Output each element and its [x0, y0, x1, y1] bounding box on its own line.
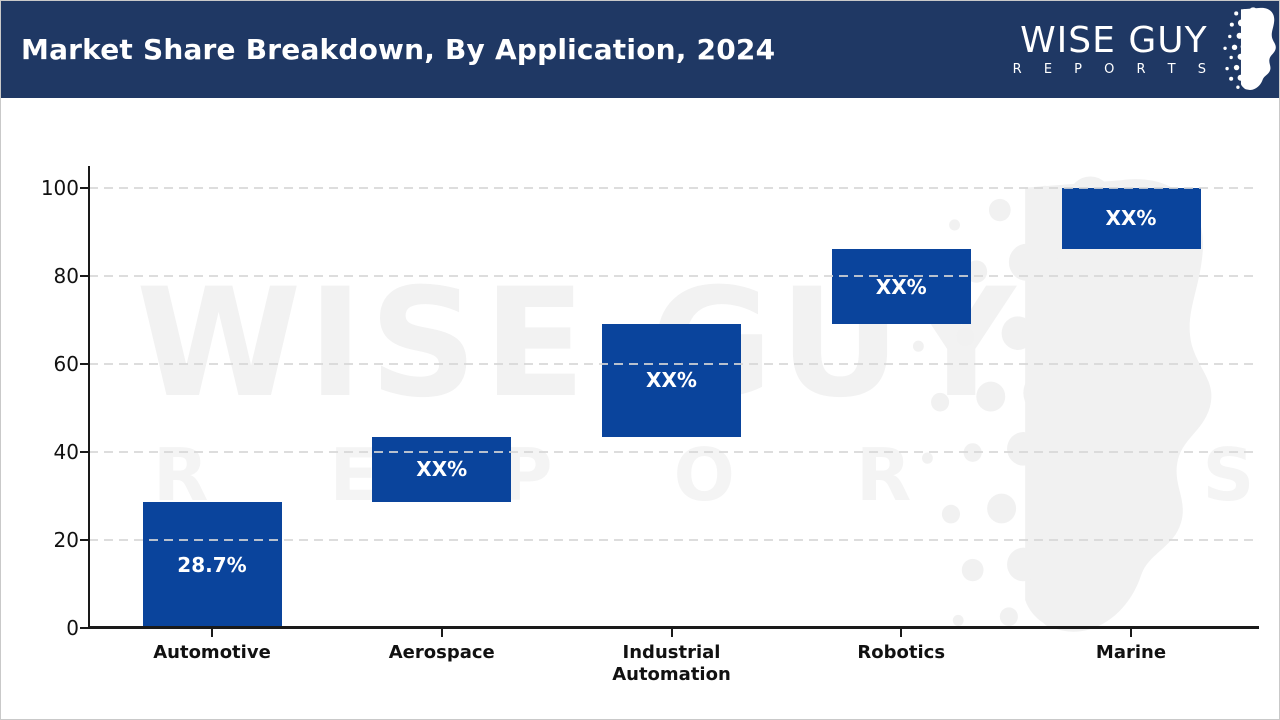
logo-subtitle: R E P O R T S [1012, 62, 1215, 77]
bar-value-label: XX% [646, 368, 697, 393]
bar-value-label: XX% [1105, 206, 1157, 231]
x-tick-mark [1130, 629, 1132, 637]
bar-value-label: XX% [875, 274, 927, 299]
y-tick-mark [80, 187, 89, 189]
bar: 28.7% [142, 501, 282, 628]
wise-guy-reports-logo: WISE GUY R E P O R T S [1012, 6, 1279, 94]
x-tick-label: Industrial Automation [612, 642, 731, 685]
page-title: Market Share Breakdown, By Application, … [21, 33, 776, 66]
gridline [89, 451, 1258, 453]
bar: XX% [602, 324, 741, 437]
bar: XX% [1061, 188, 1201, 249]
gridline [89, 275, 1258, 277]
watermark-face-dots-icon [912, 176, 1212, 632]
y-tick-mark [80, 627, 89, 629]
x-tick-label: Robotics [857, 642, 946, 663]
y-tick-mark [80, 275, 89, 277]
y-tick-label: 80 [53, 264, 79, 288]
header: Market Share Breakdown, By Application, … [1, 1, 1279, 98]
gridline [89, 187, 1258, 189]
bar: XX% [831, 248, 971, 325]
logo-text: WISE GUY R E P O R T S [1012, 20, 1215, 77]
y-tick-mark [80, 539, 89, 541]
y-tick-label: 60 [53, 352, 79, 376]
x-tick-label: Aerospace [388, 642, 495, 663]
x-axis-line [88, 626, 1259, 629]
logo-wordmark: WISE GUY [1020, 20, 1208, 61]
x-tick-mark [440, 629, 443, 637]
bar-value-label: XX% [416, 457, 468, 482]
gridline [89, 539, 1258, 541]
y-axis-line [88, 166, 90, 629]
y-tick-label: 20 [53, 528, 79, 552]
x-tick-label: Automotive [153, 642, 271, 663]
x-tick-mark [900, 629, 903, 637]
y-tick-label: 40 [53, 440, 79, 464]
x-tick-mark [670, 629, 673, 637]
bar-value-label: 28.7% [177, 552, 247, 577]
x-tick-label: Marine [1095, 642, 1167, 663]
x-tick-mark [211, 629, 213, 637]
gridline [89, 363, 1258, 365]
y-tick-mark [80, 451, 89, 453]
bar: XX% [372, 436, 512, 502]
y-tick-label: 0 [66, 616, 79, 640]
y-tick-mark [80, 363, 89, 365]
logo-face-dots-icon [1223, 6, 1276, 90]
y-tick-label: 100 [40, 176, 79, 200]
